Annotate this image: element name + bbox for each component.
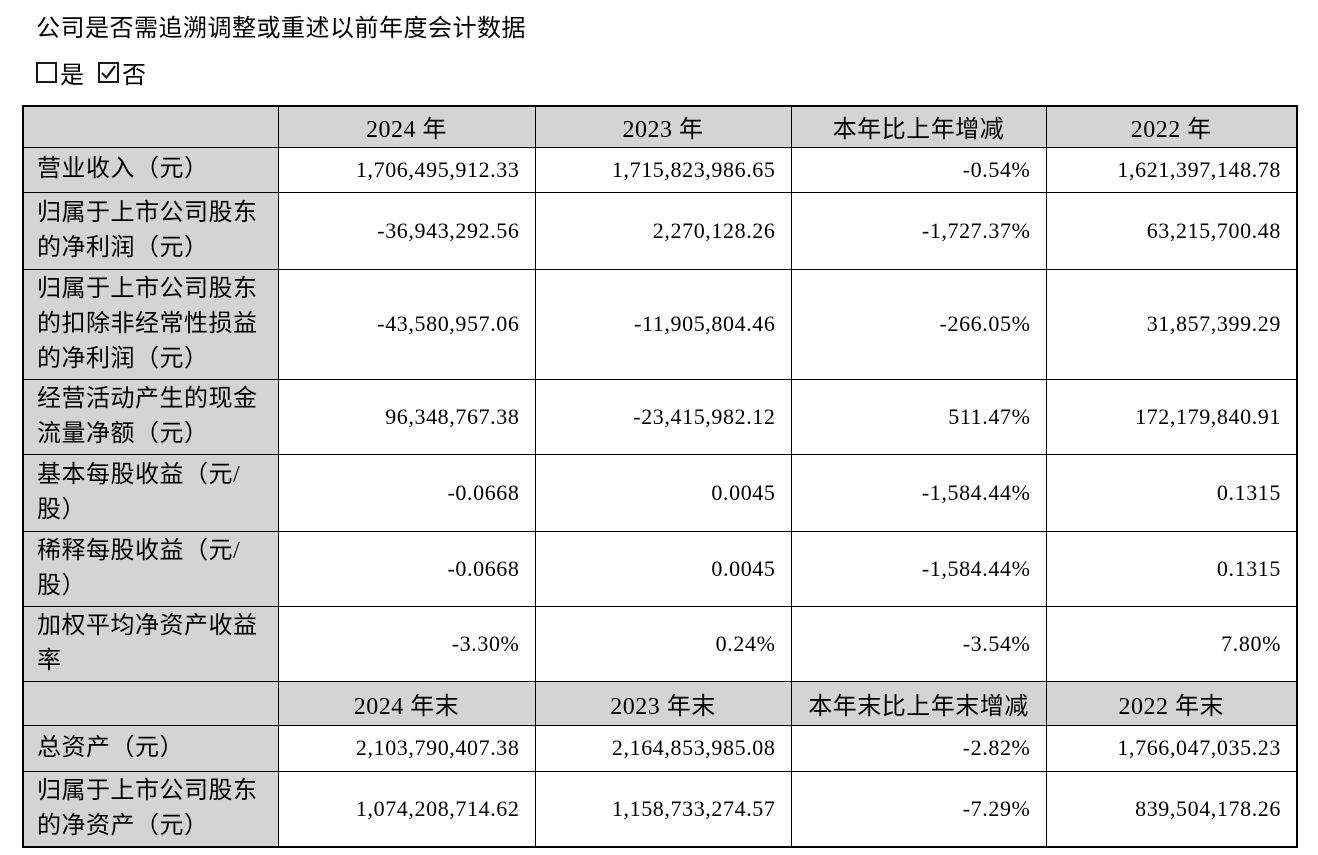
cell-change: -266.05%: [790, 268, 1047, 380]
restatement-options: 是 否: [36, 55, 1318, 90]
cell-2023: -23,415,982.12: [534, 378, 792, 455]
cell-2022: 31,857,399.29: [1045, 268, 1298, 380]
cell-label: 经营活动产生的现金流量净额（元）: [22, 378, 279, 455]
row-net-assets-attributable: 归属于上市公司股东的净资产（元） 1,074,208,714.62 1,158,…: [22, 770, 1298, 847]
cell-2022: 1,766,047,035.23: [1045, 724, 1298, 772]
cell-2024: -36,943,292.56: [277, 191, 536, 270]
cell-2022: 7.80%: [1045, 605, 1298, 682]
checkbox-yes-icon: [36, 62, 57, 83]
row-operating-cash-flow: 经营活动产生的现金流量净额（元） 96,348,767.38 -23,415,9…: [22, 378, 1298, 455]
row-operating-revenue: 营业收入（元） 1,706,495,912.33 1,715,823,986.6…: [22, 146, 1298, 193]
row-weighted-avg-roe: 加权平均净资产收益率 -3.30% 0.24% -3.54% 7.80%: [22, 605, 1298, 682]
cell-2023: 0.0045: [534, 453, 792, 532]
cell-label: 稀释每股收益（元/股）: [22, 530, 279, 607]
cell-2024: 1,706,495,912.33: [277, 146, 536, 193]
cell-label: 归属于上市公司股东的扣除非经常性损益的净利润（元）: [22, 268, 279, 380]
cell-label: 基本每股收益（元/股）: [22, 453, 279, 532]
cell-change: 511.47%: [790, 378, 1047, 455]
key-financial-data-table: 2024 年 2023 年 本年比上年增减 2022 年 营业收入（元） 1,7…: [22, 105, 1298, 848]
cell-change: -1,584.44%: [790, 453, 1047, 532]
cell-2024: 1,074,208,714.62: [277, 770, 536, 847]
cell-2022: 839,504,178.26: [1045, 770, 1298, 847]
cell-2024: -43,580,957.06: [277, 268, 536, 380]
cell-2022: 0.1315: [1045, 453, 1298, 532]
header-blank-cell: [22, 105, 279, 148]
cell-2024: 2,103,790,407.38: [277, 724, 536, 772]
header-2022-year-end: 2022 年末: [1045, 680, 1298, 726]
cell-2022: 1,621,397,148.78: [1045, 146, 1298, 193]
cell-change: -1,727.37%: [790, 191, 1047, 270]
cell-change: -3.54%: [790, 605, 1047, 682]
cell-label: 总资产（元）: [22, 724, 279, 772]
cell-2023: 1,158,733,274.57: [534, 770, 792, 847]
report-page: 公司是否需追溯调整或重述以前年度会计数据 是 否 2024 年 2023 年 本…: [0, 13, 1318, 855]
cell-change: -2.82%: [790, 724, 1047, 772]
header-yoy-change: 本年比上年增减: [790, 105, 1047, 148]
cell-2023: 2,164,853,985.08: [534, 724, 792, 772]
cell-2023: 1,715,823,986.65: [534, 146, 792, 193]
cell-label: 归属于上市公司股东的净资产（元）: [22, 770, 279, 847]
cell-2022: 172,179,840.91: [1045, 378, 1298, 455]
cell-2024: -0.0668: [277, 453, 536, 532]
cell-label: 归属于上市公司股东的净利润（元）: [22, 191, 279, 270]
cell-2024: 96,348,767.38: [277, 378, 536, 455]
header-year-end-change: 本年末比上年末增减: [790, 680, 1047, 726]
cell-2022: 0.1315: [1045, 530, 1298, 607]
header-2023-year-end: 2023 年末: [534, 680, 792, 726]
row-total-assets: 总资产（元） 2,103,790,407.38 2,164,853,985.08…: [22, 724, 1298, 772]
cell-2023: 0.24%: [534, 605, 792, 682]
checkbox-checked-icon: [98, 62, 119, 83]
header-2022: 2022 年: [1045, 105, 1298, 148]
header-2023: 2023 年: [534, 105, 792, 148]
option-yes: 是: [36, 55, 84, 90]
row-basic-eps: 基本每股收益（元/股） -0.0668 0.0045 -1,584.44% 0.…: [22, 453, 1298, 532]
row-net-profit-attributable: 归属于上市公司股东的净利润（元） -36,943,292.56 2,270,12…: [22, 191, 1298, 270]
option-no: 否: [98, 55, 146, 90]
option-yes-label: 是: [60, 63, 84, 89]
cell-2023: 0.0045: [534, 530, 792, 607]
restatement-question-text: 公司是否需追溯调整或重述以前年度会计数据: [36, 16, 526, 42]
header-2024-year-end: 2024 年末: [277, 680, 536, 726]
cell-label: 加权平均净资产收益率: [22, 605, 279, 682]
year-end-header-row: 2024 年末 2023 年末 本年末比上年末增减 2022 年末: [22, 680, 1298, 726]
row-diluted-eps: 稀释每股收益（元/股） -0.0668 0.0045 -1,584.44% 0.…: [22, 530, 1298, 607]
option-no-label: 否: [122, 63, 146, 89]
cell-2023: 2,270,128.26: [534, 191, 792, 270]
row-net-profit-excl-nonrecurring: 归属于上市公司股东的扣除非经常性损益的净利润（元） -43,580,957.06…: [22, 268, 1298, 380]
cell-change: -7.29%: [790, 770, 1047, 847]
cell-change: -0.54%: [790, 146, 1047, 193]
cell-2022: 63,215,700.48: [1045, 191, 1298, 270]
cell-change: -1,584.44%: [790, 530, 1047, 607]
cell-2023: -11,905,804.46: [534, 268, 792, 380]
header-2024: 2024 年: [277, 105, 536, 148]
cell-2024: -3.30%: [277, 605, 536, 682]
annual-header-row: 2024 年 2023 年 本年比上年增减 2022 年: [22, 105, 1298, 148]
header-blank-cell: [22, 680, 279, 726]
cell-2024: -0.0668: [277, 530, 536, 607]
cell-label: 营业收入（元）: [22, 146, 279, 193]
